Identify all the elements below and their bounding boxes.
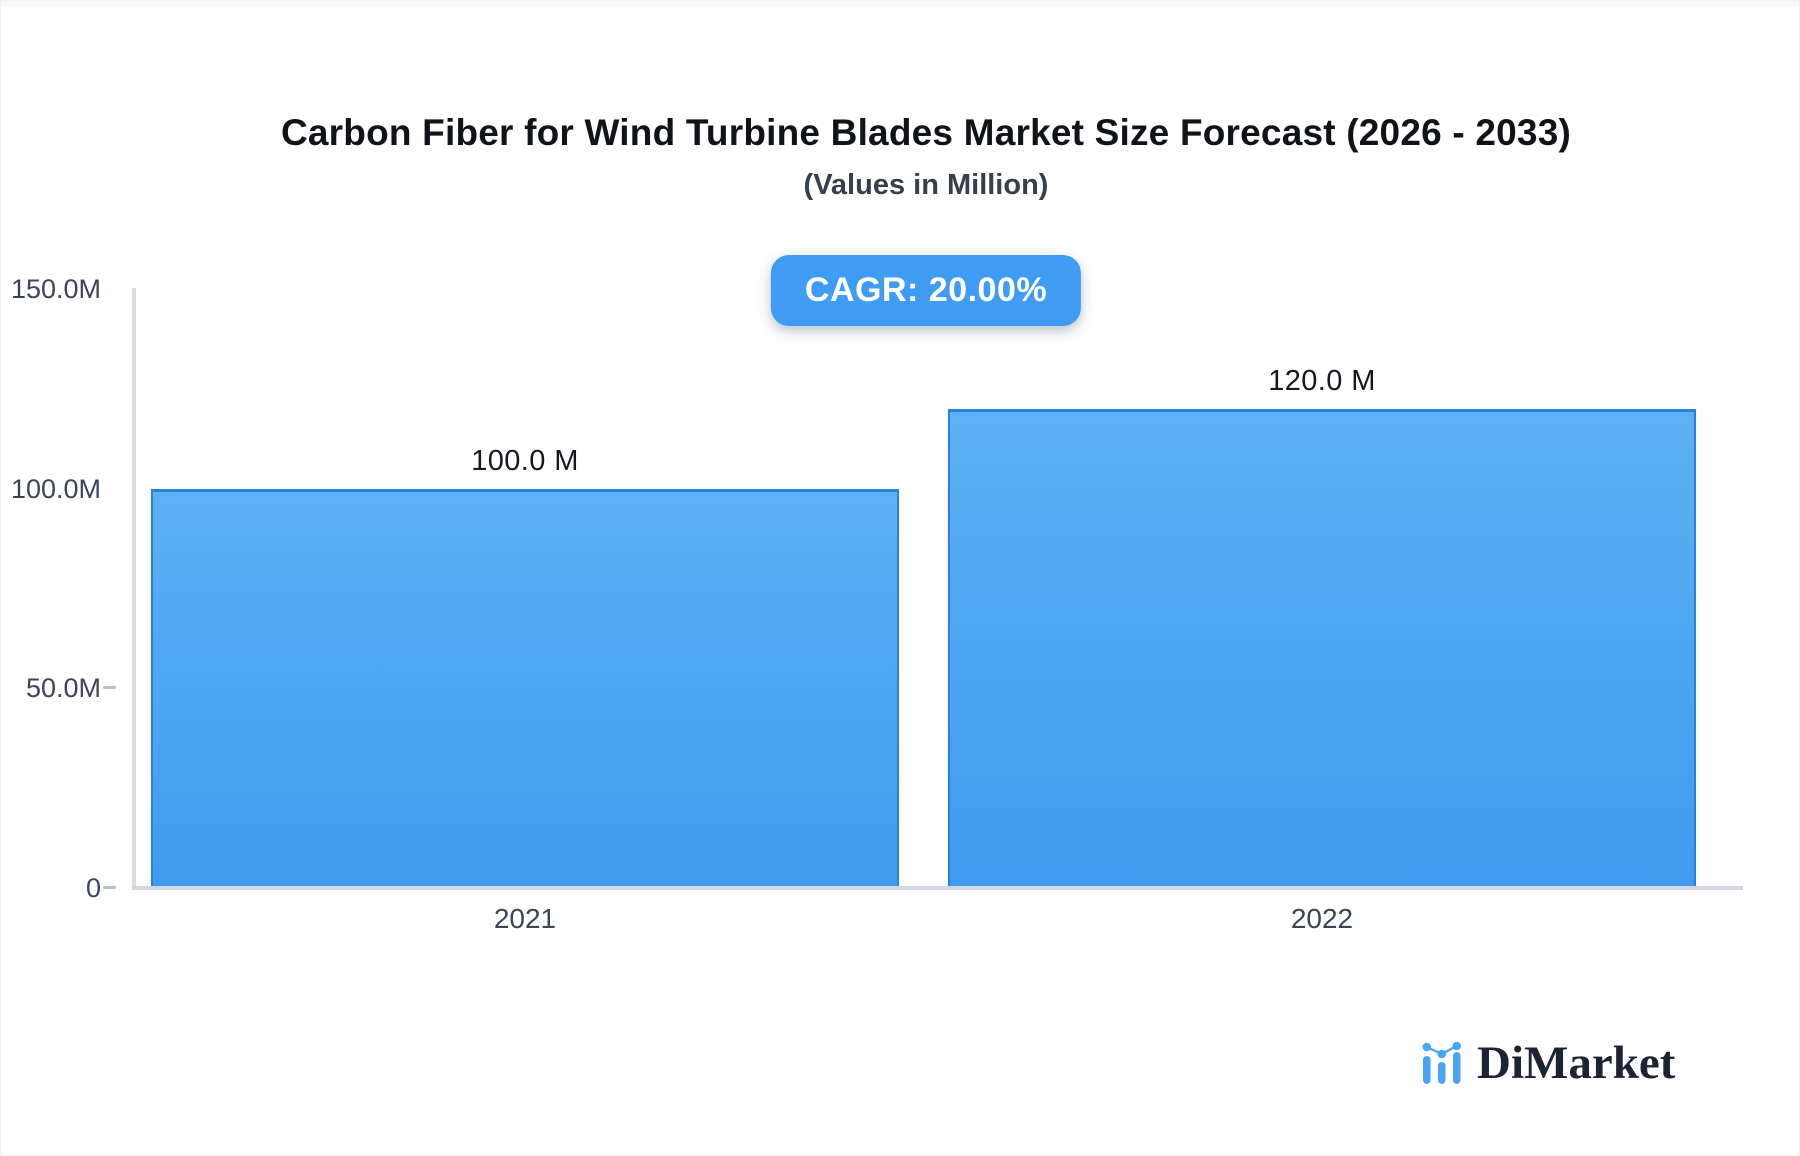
mini-bar-chart-trend-icon [1422, 1041, 1462, 1084]
y-axis-tick-mark [103, 686, 116, 690]
y-axis-line [132, 288, 136, 888]
brand-name: DiMarket [1477, 1037, 1676, 1090]
bar-value-label: 120.0 M [1268, 364, 1376, 397]
y-axis-tick-label: 50.0M [25, 673, 101, 704]
bar-2022[interactable] [948, 408, 1696, 886]
y-axis-tick-label: 100.0M [10, 473, 101, 504]
chart-subtitle: (Values in Million) [803, 169, 1049, 201]
x-axis-category-label: 2022 [1290, 903, 1354, 934]
top-edge-strip [1, 1, 1799, 6]
x-axis-line [132, 886, 1743, 890]
chart-title: Carbon Fiber for Wind Turbine Blades Mar… [280, 112, 1571, 153]
y-axis-tick-label: 0 [85, 873, 101, 903]
cagr-badge: CAGR: 20.00% [770, 255, 1082, 326]
bar-2021[interactable] [151, 488, 899, 886]
x-axis-category-label: 2021 [493, 903, 557, 934]
brand-logo: DiMarket [1421, 1037, 1676, 1090]
y-axis-tick-mark [103, 886, 116, 889]
y-axis-tick-label: 150.0M [10, 274, 101, 304]
bar-value-label: 100.0 M [471, 444, 579, 477]
